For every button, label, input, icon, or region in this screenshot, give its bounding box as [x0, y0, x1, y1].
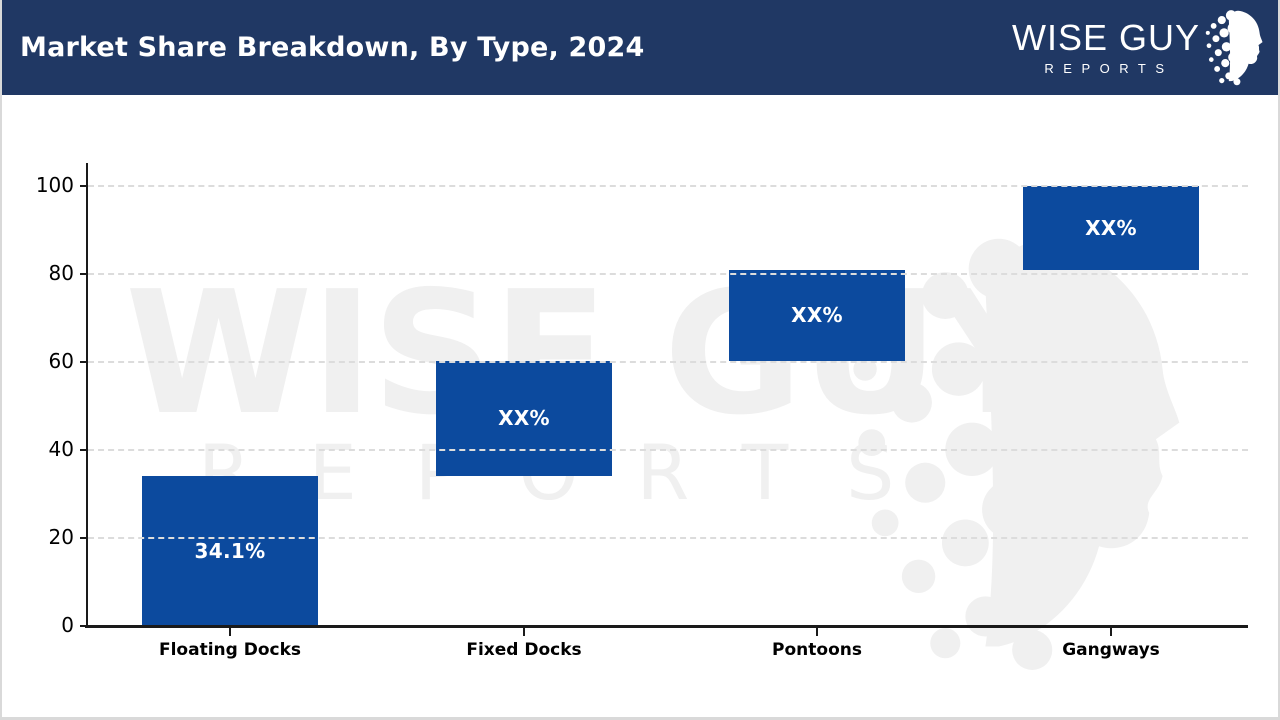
bar-value-label: XX% [1085, 216, 1137, 241]
x-tick-mark [523, 628, 525, 636]
bar-value-label: XX% [791, 303, 843, 328]
x-category-label: Fixed Docks [466, 640, 582, 660]
bar-value-label: XX% [498, 406, 550, 431]
y-tick-mark [80, 537, 88, 539]
brand-head-icon [1205, 9, 1263, 85]
bar-segment: XX% [436, 360, 612, 476]
brand-wordmark: WISE GUY REPORTS [1011, 17, 1200, 76]
y-tick-mark [80, 361, 88, 363]
y-tick-label: 80 [48, 261, 74, 285]
gridline [88, 361, 1248, 363]
y-tick-mark [80, 185, 88, 187]
x-tick-mark [229, 628, 231, 636]
x-tick-mark [816, 628, 818, 636]
x-category-label: Gangways [1062, 640, 1160, 660]
y-tick-label: 100 [35, 173, 74, 197]
bar-segment: 34.1% [142, 475, 318, 626]
header-bar: Market Share Breakdown, By Type, 2024 WI… [0, 0, 1280, 95]
brand-subtitle: REPORTS [1044, 61, 1174, 76]
y-tick-label: 60 [48, 349, 74, 373]
brand-name: WISE GUY [1011, 17, 1200, 58]
x-axis-line [85, 625, 1248, 628]
page-title: Market Share Breakdown, By Type, 2024 [20, 32, 645, 63]
y-tick-mark [80, 273, 88, 275]
y-tick-mark [80, 449, 88, 451]
bar-value-label: 34.1% [194, 538, 266, 563]
x-category-label: Floating Docks [158, 640, 302, 660]
brand-logo: WISE GUY REPORTS [1012, 7, 1280, 89]
y-tick-label: 0 [61, 613, 74, 637]
y-tick-label: 40 [48, 437, 74, 461]
gridline [88, 273, 1248, 275]
gridline [88, 449, 1248, 451]
y-tick-mark [80, 625, 88, 627]
bar-segment: XX% [1023, 186, 1199, 271]
x-tick-mark [1110, 628, 1112, 636]
gridline [88, 537, 1248, 539]
x-category-label: Pontoons [772, 640, 862, 660]
y-tick-label: 20 [48, 525, 74, 549]
gridline [88, 185, 1248, 187]
y-axis-line [86, 163, 88, 628]
bar-segment: XX% [729, 270, 905, 361]
